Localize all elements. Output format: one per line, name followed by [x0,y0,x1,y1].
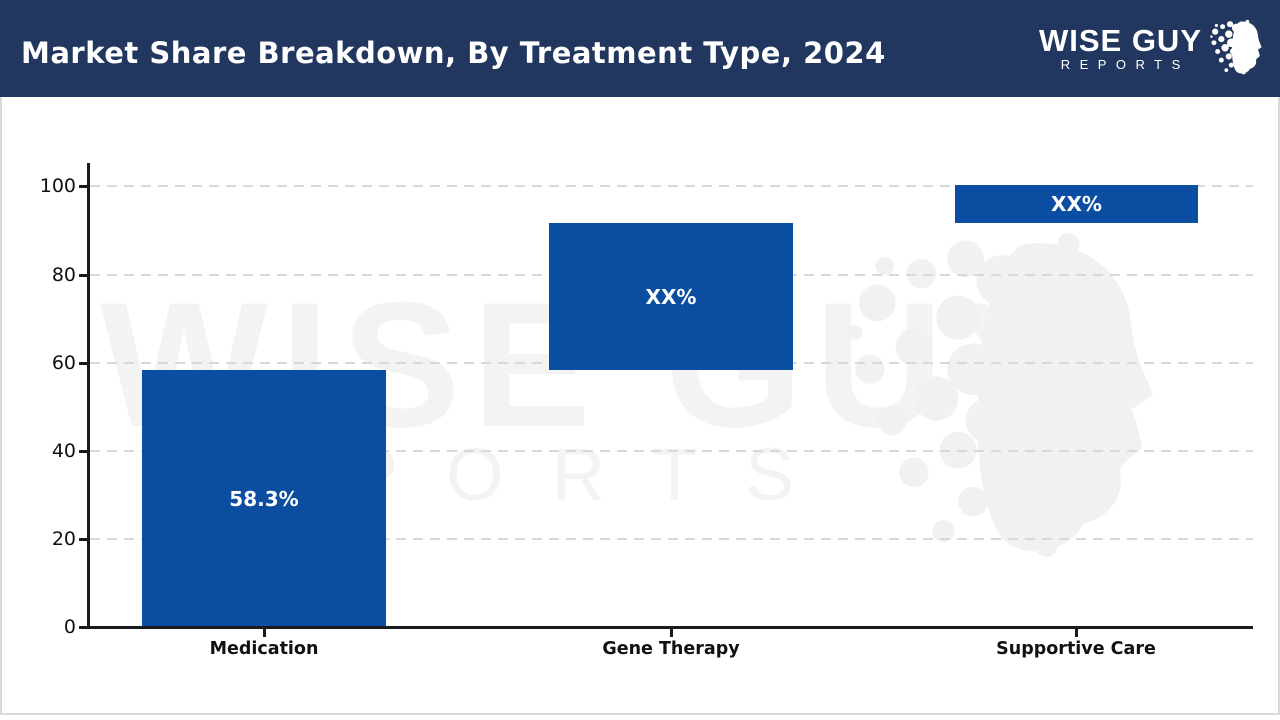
x-tick [670,629,673,637]
y-tick-label: 60 [51,352,76,374]
logo-text: WISE GUY REPORTS [1039,25,1202,73]
x-category-label-medication: Medication [209,639,319,659]
bar-medication: 58.3% [142,370,386,627]
y-tick [79,626,87,629]
gridline-100 [90,185,1253,187]
y-tick [79,362,87,365]
gridline-40 [90,450,1253,452]
y-tick-label: 100 [39,175,76,197]
x-tick [263,629,266,637]
watermark-dot-face-icon [847,233,1154,557]
x-category-label-supportive-care: Supportive Care [996,639,1156,659]
y-tick [79,538,87,541]
bar-value-label: 58.3% [229,486,299,511]
bar-value-label: XX% [1051,192,1102,216]
x-category-label-gene-therapy: Gene Therapy [602,639,740,659]
y-tick-label: 20 [51,528,76,550]
bar-value-label: XX% [645,284,697,309]
bar-supportive-care: XX% [955,185,1198,223]
dot-face-logo-icon [1210,19,1262,75]
y-tick [79,450,87,453]
logo-wordmark: WISE GUY [1038,23,1202,58]
y-axis-line [87,163,90,629]
wise-guy-reports-logo: WISE GUY REPORTS [1016,8,1266,90]
x-tick [1075,629,1078,637]
y-tick-label: 40 [51,440,76,462]
y-tick-label: 0 [63,616,76,638]
bar-gene-therapy: XX% [549,223,793,370]
y-tick [79,185,87,188]
header-bar: Market Share Breakdown, By Treatment Typ… [0,0,1280,97]
y-tick-label: 80 [51,264,76,286]
page-title: Market Share Breakdown, By Treatment Typ… [21,36,886,70]
y-tick [79,274,87,277]
logo-subtitle: REPORTS [1060,57,1190,72]
x-axis-line [87,626,1253,629]
gridline-20 [90,538,1253,540]
